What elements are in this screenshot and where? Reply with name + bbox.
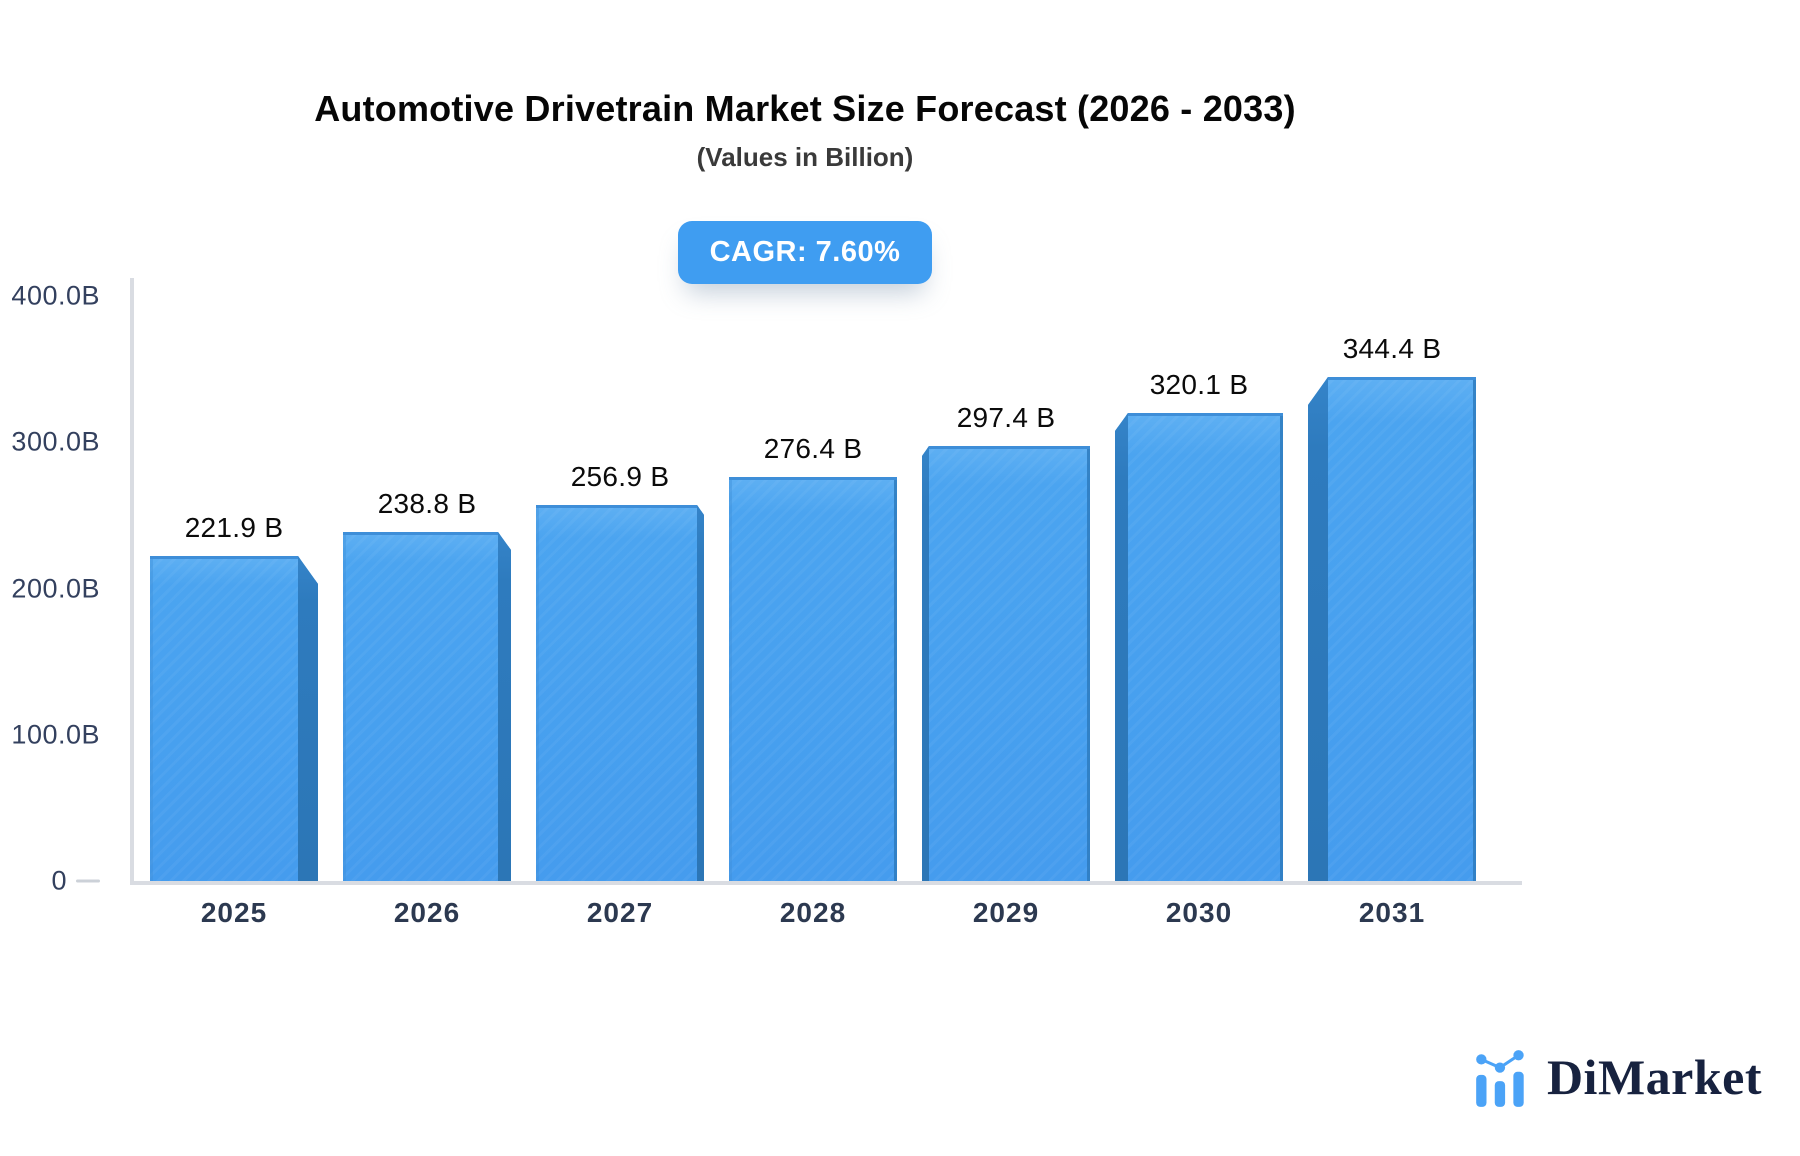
bar-slot-2030: 320.1 B 2030 (1115, 296, 1283, 928)
bar-2029[interactable] (922, 446, 1090, 881)
y-axis-line (130, 278, 134, 885)
dimarket-logo[interactable]: DiMarket (1471, 1048, 1762, 1110)
bar-side-face (697, 505, 704, 881)
bar-side-face (1115, 413, 1128, 881)
bar-slot-2025: 221.9 B 2025 (150, 296, 318, 928)
chart-subtitle: (Values in Billion) (696, 142, 914, 172)
bar-side-face (498, 532, 511, 881)
bar-side-face (1308, 377, 1328, 881)
bar-2026[interactable] (343, 532, 511, 881)
y-tick-label: 200.0B (11, 573, 100, 603)
bar-value-label: 256.9 B (570, 461, 670, 492)
zero-tick-mark (76, 879, 100, 883)
bar-slot-2028: 276.4 B 2028 (729, 296, 897, 928)
bar-2025[interactable] (150, 556, 318, 881)
bar-value-label: 297.4 B (956, 402, 1056, 433)
x-axis-line (130, 881, 1522, 885)
y-tick-label: 300.0B (11, 426, 100, 457)
bar-slot-2029: 297.4 B 2029 (922, 296, 1090, 928)
x-tick-label: 2030 (1165, 897, 1233, 928)
bar-2027[interactable] (536, 505, 704, 881)
y-tick-label: 0 (0, 866, 114, 897)
x-tick-label: 2025 (200, 897, 268, 928)
bar-slot-2031: 344.4 B 2031 (1308, 296, 1476, 928)
x-tick-label: 2027 (586, 897, 654, 928)
y-tick-label: 100.0B (11, 719, 100, 750)
bar-2028[interactable] (729, 477, 897, 881)
x-tick-label: 2029 (972, 897, 1040, 928)
x-tick-label: 2026 (393, 897, 461, 928)
bar-series: 221.9 B 2025 238.8 B 2026 256.9 B 2027 276.4 B… (150, 296, 1476, 928)
bar-value-label: 320.1 B (1149, 369, 1249, 400)
bar-line-chart-icon (1476, 1050, 1524, 1107)
cagr-badge: CAGR: 7.60% (677, 221, 933, 284)
bar-2030[interactable] (1115, 413, 1283, 881)
x-tick-label: 2028 (779, 897, 847, 928)
bar-2031[interactable] (1308, 377, 1476, 881)
bar-slot-2026: 238.8 B 2026 (343, 296, 511, 928)
chart-header: Automotive Drivetrain Market Size Foreca… (0, 86, 1610, 284)
y-tick-label: 400.0B (11, 280, 100, 311)
chart-title: Automotive Drivetrain Market Size Foreca… (314, 88, 1296, 129)
y-axis-labels: 400.0B 300.0B 200.0B 100.0B 0 (0, 281, 114, 896)
bar-side-face (298, 556, 318, 881)
bar-slot-2027: 256.9 B 2027 (536, 296, 704, 928)
bar-value-label: 238.8 B (377, 488, 477, 519)
logo-text: DiMarket (1546, 1049, 1762, 1105)
bar-side-face (922, 446, 929, 881)
x-tick-label: 2031 (1358, 897, 1426, 928)
bar-value-label: 276.4 B (763, 433, 863, 464)
bar-value-label: 344.4 B (1342, 333, 1442, 364)
bar-value-label: 221.9 B (184, 512, 284, 543)
